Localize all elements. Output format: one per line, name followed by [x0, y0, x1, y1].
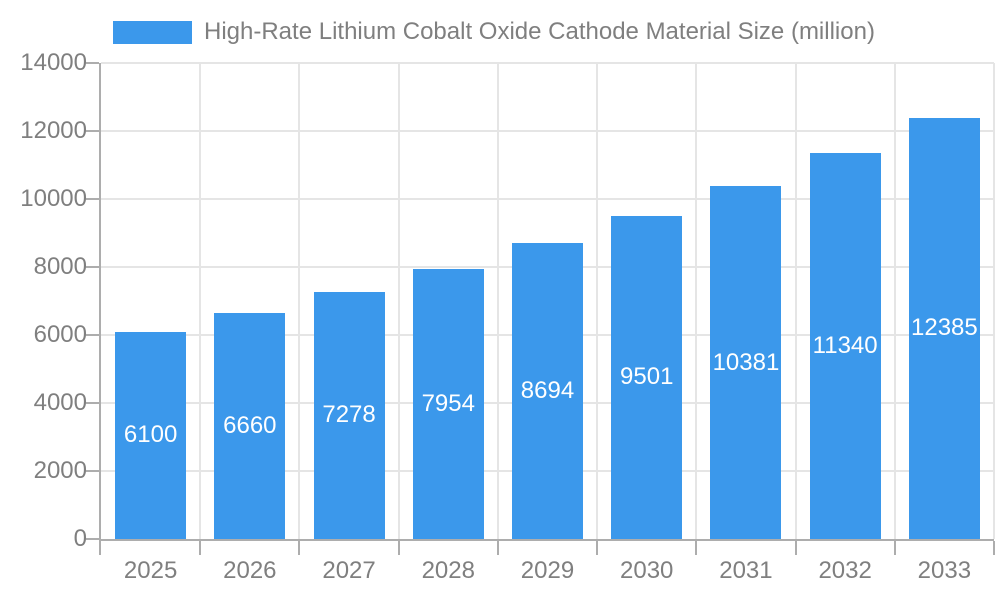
x-gridline — [695, 63, 698, 539]
bar[interactable] — [313, 291, 385, 539]
y-tick-mark — [86, 538, 99, 540]
bar[interactable] — [412, 268, 484, 539]
y-tick-label: 6000 — [33, 321, 87, 348]
bar[interactable] — [611, 215, 683, 539]
bar[interactable] — [908, 117, 980, 539]
x-gridline — [199, 63, 202, 539]
x-tick-mark — [199, 541, 202, 555]
y-axis-line — [99, 63, 101, 541]
bar-value-label: 6660 — [223, 411, 277, 439]
bar-value-label: 9501 — [620, 363, 674, 391]
bar[interactable] — [214, 312, 286, 539]
x-tick-mark — [99, 541, 101, 555]
x-tick-label: 2026 — [223, 557, 277, 584]
x-gridline — [397, 63, 400, 539]
bar[interactable] — [710, 186, 782, 539]
bar-value-label: 11340 — [812, 332, 878, 360]
x-gridline — [794, 63, 797, 539]
x-tick-mark — [496, 541, 499, 555]
bar-value-label: 6100 — [123, 421, 178, 449]
bar-value-label: 12385 — [911, 314, 978, 342]
y-tick-label: 2000 — [33, 457, 87, 484]
x-tick-label: 2028 — [421, 557, 475, 584]
x-tick-mark — [298, 541, 301, 555]
x-gridline — [993, 63, 995, 539]
x-tick-label: 2033 — [917, 557, 972, 584]
x-tick-mark — [397, 541, 400, 555]
x-tick-label: 2032 — [818, 557, 872, 584]
bar-value-label: 10381 — [712, 348, 780, 376]
y-tick-label: 0 — [73, 525, 87, 552]
bar[interactable] — [115, 331, 187, 539]
y-gridline — [101, 62, 994, 64]
y-tick-label: 14000 — [20, 49, 87, 76]
x-gridline — [596, 63, 599, 539]
bar-value-label: 8694 — [520, 377, 575, 405]
legend-label: High-Rate Lithium Cobalt Oxide Cathode M… — [204, 18, 875, 45]
y-tick-mark — [86, 266, 99, 268]
legend-item[interactable]: High-Rate Lithium Cobalt Oxide Cathode M… — [113, 19, 875, 45]
y-tick-mark — [86, 470, 99, 472]
x-gridline — [893, 63, 896, 539]
x-tick-mark — [695, 541, 698, 555]
y-tick-mark — [86, 402, 99, 404]
bar-value-label: 7954 — [421, 389, 475, 417]
x-tick-label: 2025 — [123, 557, 178, 584]
x-gridline — [496, 63, 499, 539]
x-tick-label: 2029 — [520, 557, 575, 584]
x-gridline — [298, 63, 301, 539]
x-tick-label: 2031 — [719, 557, 773, 584]
y-tick-mark — [86, 62, 99, 64]
y-tick-mark — [86, 334, 99, 336]
y-tick-label: 4000 — [33, 389, 87, 416]
x-tick-mark — [893, 541, 896, 555]
bar[interactable] — [809, 153, 881, 539]
x-tick-mark — [794, 541, 797, 555]
x-tick-mark — [993, 541, 995, 555]
x-tick-mark — [596, 541, 599, 555]
y-tick-label: 10000 — [20, 185, 87, 212]
y-gridline — [101, 130, 994, 132]
x-tick-label: 2027 — [322, 557, 376, 584]
bar-value-label: 7278 — [322, 401, 376, 429]
bar[interactable] — [512, 243, 583, 539]
legend-swatch — [113, 20, 192, 44]
y-gridline — [101, 198, 994, 200]
y-tick-label: 12000 — [20, 117, 87, 144]
y-tick-label: 8000 — [33, 253, 87, 280]
x-axis-line — [99, 539, 994, 541]
x-tick-label: 2030 — [620, 557, 674, 584]
y-tick-mark — [86, 198, 99, 200]
y-tick-mark — [86, 130, 99, 132]
